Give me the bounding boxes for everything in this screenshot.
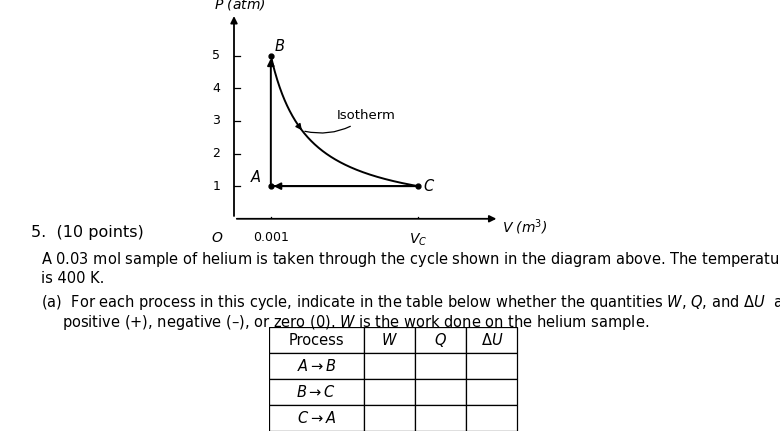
- Text: $V$ (m$^3$): $V$ (m$^3$): [502, 217, 548, 237]
- Bar: [364, 379, 415, 405]
- Text: $A\rightarrow B$: $A\rightarrow B$: [296, 358, 336, 374]
- Text: Isotherm: Isotherm: [305, 109, 396, 133]
- Text: $O$: $O$: [211, 231, 224, 245]
- Bar: [364, 327, 415, 353]
- Bar: [466, 405, 517, 431]
- Text: 2: 2: [212, 147, 220, 160]
- Text: 1: 1: [212, 179, 220, 193]
- Text: $B\rightarrow C$: $B\rightarrow C$: [296, 384, 337, 400]
- Bar: [415, 405, 466, 431]
- Text: 5: 5: [212, 49, 220, 62]
- Bar: [415, 379, 466, 405]
- Text: 5.  (10 points): 5. (10 points): [31, 225, 144, 240]
- Text: positive (+), negative (–), or zero (0). $W$ is the work done on the helium samp: positive (+), negative (–), or zero (0).…: [62, 313, 650, 332]
- Text: $P$ (atm): $P$ (atm): [214, 0, 265, 12]
- Text: 3: 3: [212, 114, 220, 127]
- Text: A 0.03 mol sample of helium is taken through the cycle shown in the diagram abov: A 0.03 mol sample of helium is taken thr…: [41, 250, 780, 269]
- Bar: [364, 405, 415, 431]
- Bar: [466, 353, 517, 379]
- Text: $V_C$: $V_C$: [409, 231, 427, 248]
- Bar: [269, 405, 364, 431]
- Text: 4: 4: [212, 82, 220, 95]
- Text: $W$: $W$: [381, 332, 398, 348]
- Bar: [466, 327, 517, 353]
- Text: $C\rightarrow A$: $C\rightarrow A$: [297, 410, 336, 426]
- Text: Process: Process: [289, 332, 344, 347]
- Text: 0.001: 0.001: [253, 231, 289, 244]
- Bar: [269, 327, 364, 353]
- Text: $Q$: $Q$: [434, 331, 447, 349]
- Bar: [269, 353, 364, 379]
- Bar: [415, 353, 466, 379]
- Bar: [364, 353, 415, 379]
- Text: $A$: $A$: [250, 168, 261, 184]
- Bar: [466, 379, 517, 405]
- Text: is 400 K.: is 400 K.: [41, 271, 104, 286]
- Bar: [269, 379, 364, 405]
- Text: (a)  For each process in this cycle, indicate in the table below whether the qua: (a) For each process in this cycle, indi…: [41, 293, 780, 312]
- Bar: [415, 327, 466, 353]
- Text: $\Delta U$: $\Delta U$: [480, 332, 503, 348]
- Text: $C$: $C$: [423, 178, 434, 194]
- Text: $B$: $B$: [274, 38, 285, 54]
